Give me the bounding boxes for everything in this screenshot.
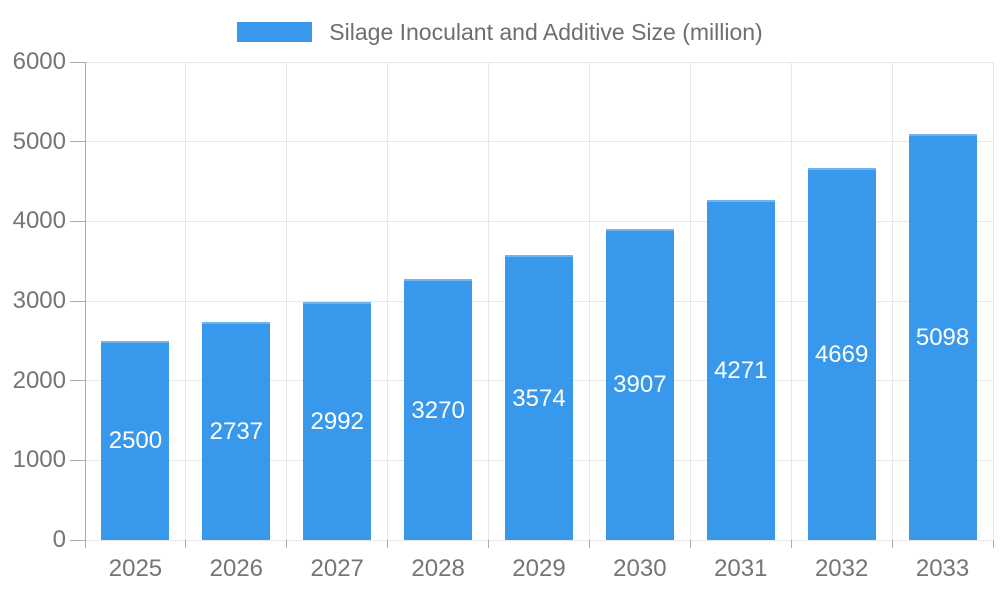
x-tick-label: 2027 (310, 555, 364, 582)
y-axis-tick (70, 380, 85, 382)
y-tick-label: 2000 (12, 366, 66, 394)
y-axis-tick (70, 141, 85, 143)
x-axis-tick (488, 540, 490, 548)
x-tick-label: 2031 (714, 555, 768, 582)
bar: 4271 (706, 199, 775, 540)
bar: 3574 (505, 255, 573, 540)
bar-value-label: 4669 (814, 341, 869, 368)
h-gridline (85, 61, 993, 63)
h-gridline (85, 141, 993, 143)
v-gridline (790, 62, 792, 540)
x-axis-tick (689, 540, 691, 548)
bar-value-label: 2737 (209, 417, 264, 445)
x-tick-label: 2028 (411, 555, 465, 582)
bar-value-label: 3907 (613, 371, 667, 399)
v-gridline (689, 62, 691, 540)
v-gridline (286, 62, 288, 540)
v-gridline (185, 62, 187, 540)
x-axis-tick (286, 540, 288, 548)
y-axis-tick (70, 300, 85, 302)
x-axis-tick (588, 540, 590, 548)
v-gridline (992, 62, 994, 540)
h-gridline (85, 220, 993, 222)
v-gridline (387, 62, 389, 540)
x-tick-label: 2032 (814, 555, 869, 582)
x-tick-label: 2025 (108, 555, 163, 582)
h-gridline (85, 539, 993, 541)
legend-label: Silage Inoculant and Additive Size (mill… (329, 18, 763, 45)
x-tick-label: 2033 (915, 555, 970, 582)
y-axis-line (84, 62, 86, 548)
y-tick-label: 5000 (12, 127, 66, 155)
x-axis-tick (992, 540, 994, 548)
bar-value-label: 5098 (915, 323, 970, 351)
v-gridline (488, 62, 490, 540)
x-axis-tick (185, 540, 187, 548)
bar: 5098 (908, 133, 977, 540)
bar: 3270 (404, 279, 473, 540)
y-tick-label: 3000 (12, 287, 66, 314)
legend-swatch-icon (237, 22, 313, 42)
bar-value-label: 3574 (512, 384, 566, 412)
bar-value-label: 3270 (411, 396, 465, 424)
y-axis-tick (70, 61, 85, 63)
y-tick-label: 6000 (12, 48, 66, 75)
y-axis-tick (70, 539, 85, 541)
bar: 2500 (101, 340, 170, 540)
chart-legend-item[interactable]: Silage Inoculant and Additive Size (mill… (0, 16, 1000, 48)
x-tick-label: 2029 (512, 555, 566, 582)
y-tick-label: 0 (52, 526, 66, 553)
y-axis-tick (70, 459, 85, 461)
bar: 4669 (807, 168, 876, 540)
x-axis-tick (891, 540, 893, 548)
bar: 2737 (202, 321, 271, 540)
x-axis-tick (387, 540, 389, 548)
v-gridline (588, 62, 590, 540)
bar-value-label: 2992 (310, 407, 364, 435)
y-axis-tick (70, 220, 85, 222)
y-tick-label: 4000 (12, 207, 66, 235)
y-tick-label: 1000 (12, 446, 66, 474)
x-tick-label: 2030 (613, 555, 667, 582)
bar-value-label: 2500 (108, 427, 163, 455)
v-gridline (891, 62, 893, 540)
bar-value-label: 4271 (714, 356, 768, 384)
bar: 3907 (605, 228, 674, 540)
x-tick-label: 2026 (209, 555, 264, 582)
plot-area: 0 1000 2000 3000 4000 5000 6000 2500 2025 2737 202… (13, 49, 994, 582)
bar: 2992 (303, 301, 372, 540)
x-axis-tick (790, 540, 792, 548)
